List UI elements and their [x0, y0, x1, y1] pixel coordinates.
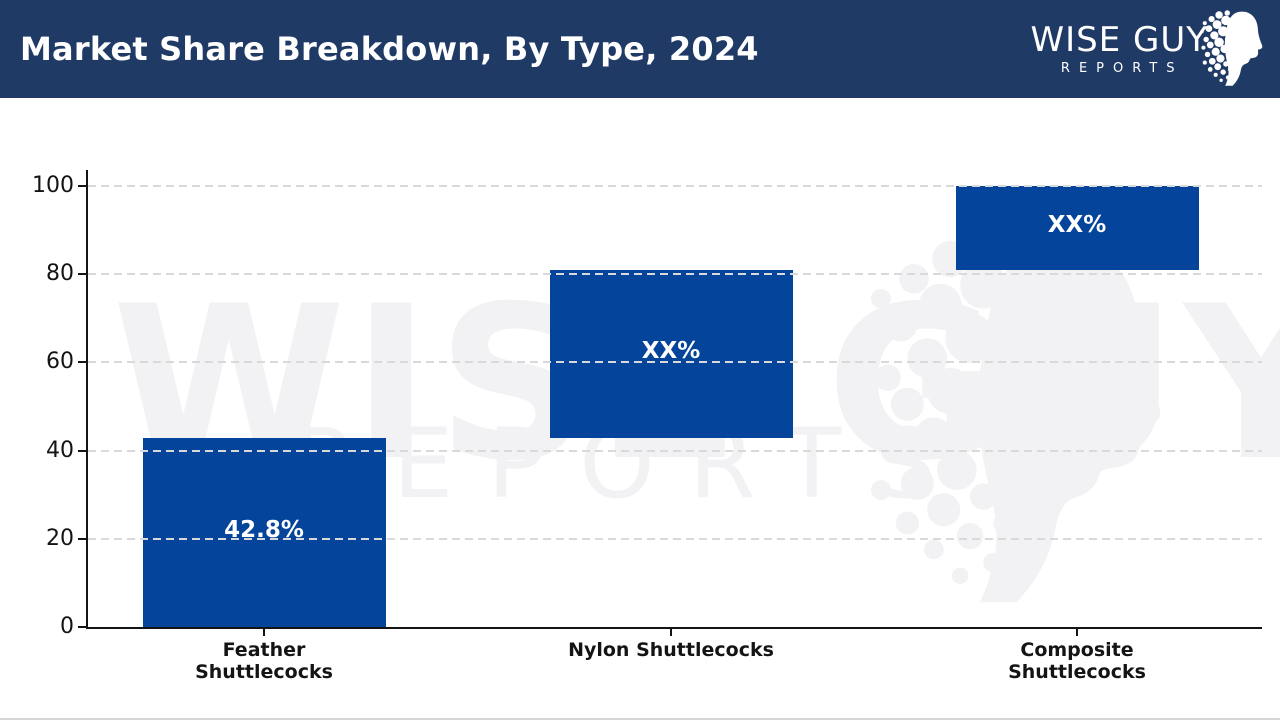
wiseguy-logo: WISE GUY REPORTS [1030, 4, 1266, 94]
y-tick-mark [78, 626, 88, 628]
y-axis-line [86, 170, 88, 629]
y-tick-mark [78, 537, 88, 540]
header-bar: Market Share Breakdown, By Type, 2024 WI… [0, 0, 1280, 98]
y-gridline [88, 537, 1262, 540]
logo-text: WISE GUY REPORTS [1030, 22, 1208, 76]
y-tick-mark [78, 361, 88, 364]
page-title: Market Share Breakdown, By Type, 2024 [20, 30, 759, 68]
x-category-line: Shuttlecocks [195, 661, 333, 683]
y-tick-label: 60 [46, 349, 74, 375]
y-gridline [88, 185, 1262, 187]
bar-value-label: 42.8% [224, 516, 304, 543]
x-category-line: Shuttlecocks [1008, 661, 1146, 683]
y-gridline [88, 449, 1262, 452]
bottom-border [0, 718, 1280, 720]
bar-0 [142, 438, 386, 627]
x-tick-mark [263, 629, 265, 636]
plot-region: 0 20 40 60 80 100 42.8% Feather Shuttlecocks XX% N… [0, 98, 1280, 718]
y-gridline [88, 273, 1262, 276]
x-category-line: Composite [1020, 639, 1134, 661]
y-tick-mark [78, 449, 88, 452]
bar-1 [549, 269, 793, 439]
x-category-line: Feather [222, 639, 306, 661]
bar-value-label: XX% [641, 338, 701, 365]
bar-value-label: XX% [1047, 211, 1107, 238]
x-tick-mark [670, 629, 672, 636]
logo-subtitle: REPORTS [1060, 61, 1184, 76]
chart-area: WISE GUY REPORTS 0 20 40 60 80 100 42.8% Feathe… [0, 98, 1280, 718]
y-tick-label: 0 [60, 614, 74, 639]
y-tick-label: 80 [46, 261, 74, 287]
y-tick-mark [78, 273, 88, 276]
y-gridline [88, 361, 1262, 364]
x-category-label: Nylon Shuttlecocks [511, 639, 831, 661]
x-axis-line [86, 627, 1262, 629]
y-tick-label: 20 [46, 525, 74, 551]
x-category-label: Feather Shuttlecocks [104, 639, 424, 683]
logo-wordmark: WISE GUY [1030, 20, 1208, 60]
x-tick-mark [1076, 629, 1078, 636]
y-tick-mark [78, 185, 88, 187]
x-category-label: Composite Shuttlecocks [917, 639, 1237, 683]
y-tick-label: 100 [32, 173, 74, 198]
x-category-line: Nylon Shuttlecocks [568, 639, 774, 661]
logo-face-icon [1200, 10, 1263, 86]
y-tick-label: 40 [46, 437, 74, 463]
